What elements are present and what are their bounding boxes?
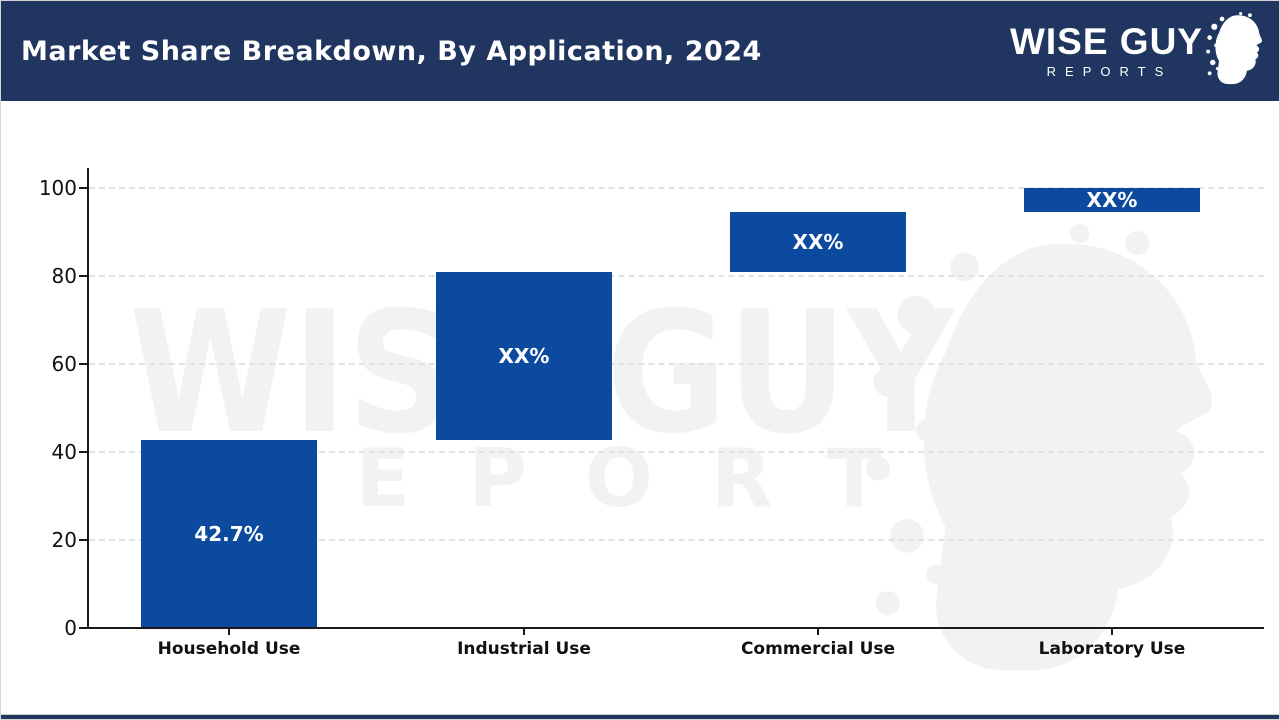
y-tick-label: 60 [51, 352, 77, 376]
gridline-20 [89, 539, 1264, 541]
page-title: Market Share Breakdown, By Application, … [21, 35, 762, 67]
gridline-40 [89, 451, 1264, 453]
bar-value-label: XX% [792, 229, 844, 254]
gridline-100 [89, 187, 1264, 189]
y-tick-label: 80 [51, 264, 77, 288]
y-tick-label: 20 [51, 528, 77, 552]
x-category-label-household-use: Household Use [157, 639, 301, 659]
footer-bar [1, 714, 1279, 719]
y-tick-100 [79, 187, 87, 189]
y-tick-0 [79, 627, 87, 629]
x-axis-line [87, 627, 1264, 629]
x-category-label-industrial-use: Industrial Use [457, 639, 591, 659]
x-category-label-commercial-use: Commercial Use [740, 639, 896, 659]
bar-value-label: XX% [1086, 188, 1138, 213]
bar-industrial-use: XX% [436, 271, 612, 441]
bar-commercial-use: XX% [730, 212, 906, 272]
logo-reports-text: REPORTS [1046, 63, 1173, 79]
y-tick-80 [79, 275, 87, 277]
bar-value-label: XX% [498, 343, 550, 368]
face-logo-icon [1206, 12, 1263, 85]
bar-value-label: 42.7% [194, 522, 264, 547]
brand-logo-text: WISE GUY REPORTS [1009, 20, 1203, 79]
brand-logo: WISE GUY REPORTS [1010, 11, 1267, 89]
x-tick-household-use [228, 628, 230, 635]
y-axis-line [87, 168, 89, 629]
header-bar: Market Share Breakdown, By Application, … [1, 1, 1279, 101]
x-tick-industrial-use [523, 628, 525, 635]
y-tick-60 [79, 363, 87, 365]
x-tick-commercial-use [817, 628, 819, 635]
gridline-80 [89, 275, 1264, 277]
y-tick-20 [79, 539, 87, 541]
bar-laboratory-use: XX% [1024, 188, 1200, 213]
x-tick-laboratory-use [1111, 628, 1113, 635]
x-category-label-laboratory-use: Laboratory Use [1038, 639, 1186, 659]
logo-wiseguy-text: WISE GUY [1009, 20, 1203, 62]
y-tick-label: 0 [64, 616, 77, 640]
bar-household-use: 42.7% [141, 440, 317, 628]
y-tick-label: 40 [51, 440, 77, 464]
y-tick-label: 100 [38, 176, 77, 200]
y-tick-40 [79, 451, 87, 453]
gridline-60 [89, 363, 1264, 365]
